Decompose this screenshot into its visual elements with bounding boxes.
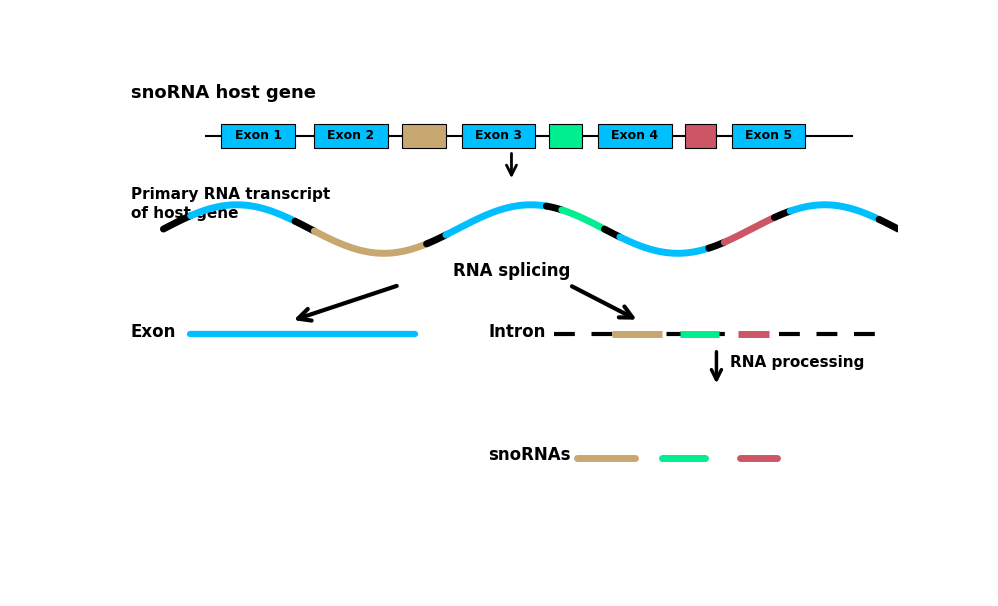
Text: RNA processing: RNA processing — [730, 356, 864, 370]
FancyBboxPatch shape — [685, 124, 716, 148]
FancyBboxPatch shape — [462, 124, 536, 148]
Text: Exon 1: Exon 1 — [235, 129, 281, 142]
Text: Exon 3: Exon 3 — [475, 129, 522, 142]
Text: snoRNA host gene: snoRNA host gene — [131, 84, 316, 102]
FancyBboxPatch shape — [598, 124, 672, 148]
Text: Exon: Exon — [131, 322, 177, 341]
Text: Exon 5: Exon 5 — [746, 129, 792, 142]
Text: Exon 4: Exon 4 — [612, 129, 659, 142]
FancyBboxPatch shape — [549, 124, 582, 148]
Text: RNA splicing: RNA splicing — [453, 262, 570, 280]
FancyBboxPatch shape — [222, 124, 295, 148]
FancyBboxPatch shape — [401, 124, 446, 148]
FancyBboxPatch shape — [314, 124, 387, 148]
Text: Primary RNA transcript
of host gene: Primary RNA transcript of host gene — [131, 187, 330, 221]
Text: Intron: Intron — [488, 322, 546, 341]
FancyBboxPatch shape — [732, 124, 805, 148]
Text: Exon 2: Exon 2 — [327, 129, 374, 142]
Text: snoRNAs: snoRNAs — [488, 447, 571, 464]
